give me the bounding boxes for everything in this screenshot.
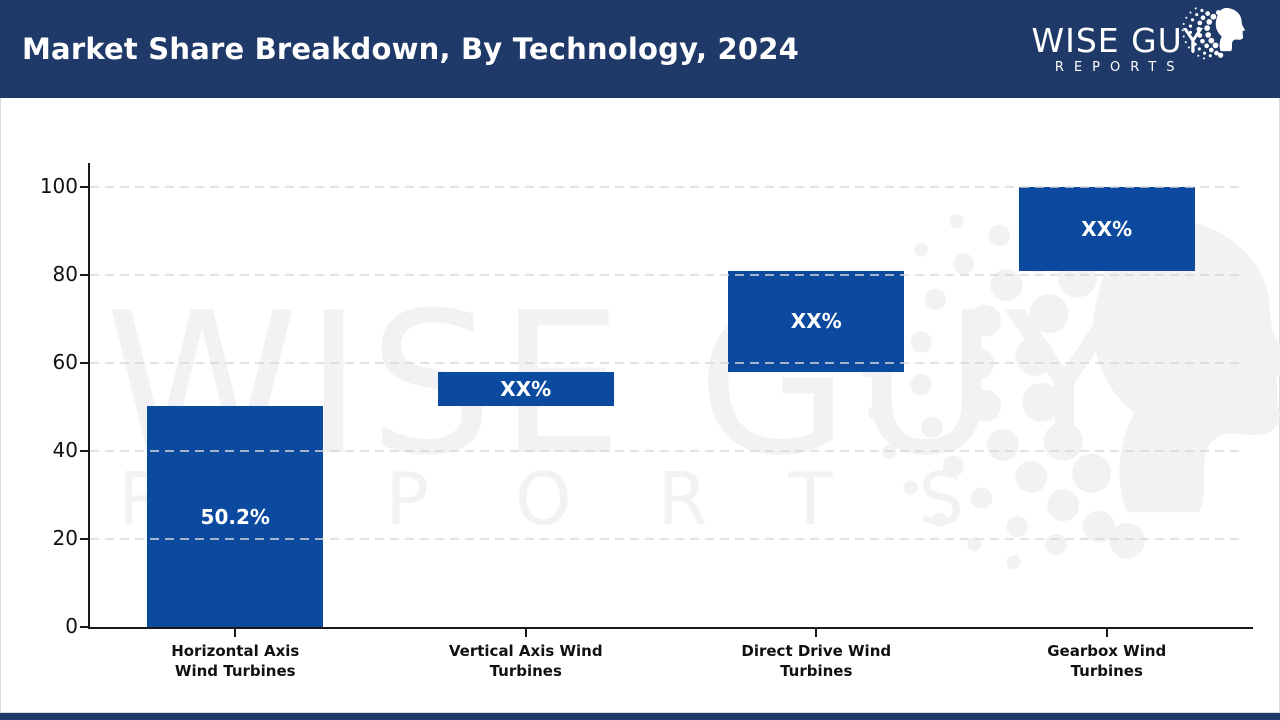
footer-bar: [0, 713, 1280, 720]
x-category-label-gearbox-wind-turbines: Gearbox Wind Turbines: [965, 641, 1249, 681]
chart-title: Market Share Breakdown, By Technology, 2…: [22, 32, 800, 66]
y-tick-mark-60: [80, 362, 88, 364]
wise-guy-logo: WISE GUY REPORTS: [1031, 5, 1272, 93]
y-tick-label-80: 80: [52, 262, 78, 286]
bar-vertical-axis-wind-turbines: [437, 371, 614, 407]
x-category-label-line: Gearbox Wind: [1047, 642, 1167, 660]
x-category-label-direct-drive-wind-turbines: Direct Drive Wind Turbines: [674, 641, 958, 681]
y-tick-mark-0: [80, 626, 88, 628]
y-tick-mark-80: [80, 274, 88, 276]
x-category-label-line: Direct Drive Wind: [741, 642, 892, 660]
gridline-80: [90, 274, 1245, 276]
x-category-label-vertical-axis-wind-turbines: Vertical Axis Wind Turbines: [384, 641, 668, 681]
x-category-label-horizontal-axis-wind-turbines: Horizontal Axis Wind Turbines: [93, 641, 377, 681]
y-tick-mark-20: [80, 538, 88, 540]
y-axis-spine: [88, 163, 90, 629]
gridline-20: [90, 538, 1245, 540]
x-tick-mark-direct-drive-wind-turbines: [815, 629, 818, 637]
y-tick-label-20: 20: [52, 526, 78, 550]
bar-value-label-direct-drive-wind-turbines: XX%: [790, 309, 842, 334]
y-tick-mark-40: [80, 450, 88, 452]
y-tick-label-60: 60: [52, 350, 78, 374]
y-tick-label-40: 40: [52, 438, 78, 462]
x-category-label-line: Turbines: [1070, 662, 1143, 680]
gridline-60: [90, 362, 1245, 364]
x-axis-spine: [88, 627, 1253, 629]
x-category-label-line: Horizontal Axis: [171, 642, 300, 660]
logo-name-text: WISE GUY: [1031, 20, 1204, 60]
x-tick-mark-horizontal-axis-wind-turbines: [234, 629, 237, 637]
x-category-label-line: Turbines: [489, 662, 562, 680]
gridline-40: [90, 450, 1245, 452]
x-category-label-line: Turbines: [780, 662, 853, 680]
x-tick-mark-vertical-axis-wind-turbines: [524, 629, 527, 637]
gridline-100: [90, 186, 1245, 188]
y-tick-label-0: 0: [65, 614, 78, 638]
x-category-label-line: Wind Turbines: [174, 662, 296, 680]
header-banner: Market Share Breakdown, By Technology, 2…: [0, 0, 1280, 98]
y-tick-label-100: 100: [39, 174, 78, 198]
logo-text: WISE GUY REPORTS: [1031, 20, 1204, 75]
bar-value-label-gearbox-wind-turbines: XX%: [1081, 216, 1133, 241]
y-tick-mark-100: [80, 186, 88, 188]
logo-sub-text: REPORTS: [1054, 59, 1185, 75]
bar-horizontal-axis-wind-turbines: [147, 406, 324, 627]
x-tick-mark-gearbox-wind-turbines: [1105, 629, 1108, 637]
bar-value-label-vertical-axis-wind-turbines: XX%: [500, 376, 552, 401]
x-category-label-line: Vertical Axis Wind: [448, 642, 603, 660]
bar-value-label-horizontal-axis-wind-turbines: 50.2%: [200, 504, 270, 529]
